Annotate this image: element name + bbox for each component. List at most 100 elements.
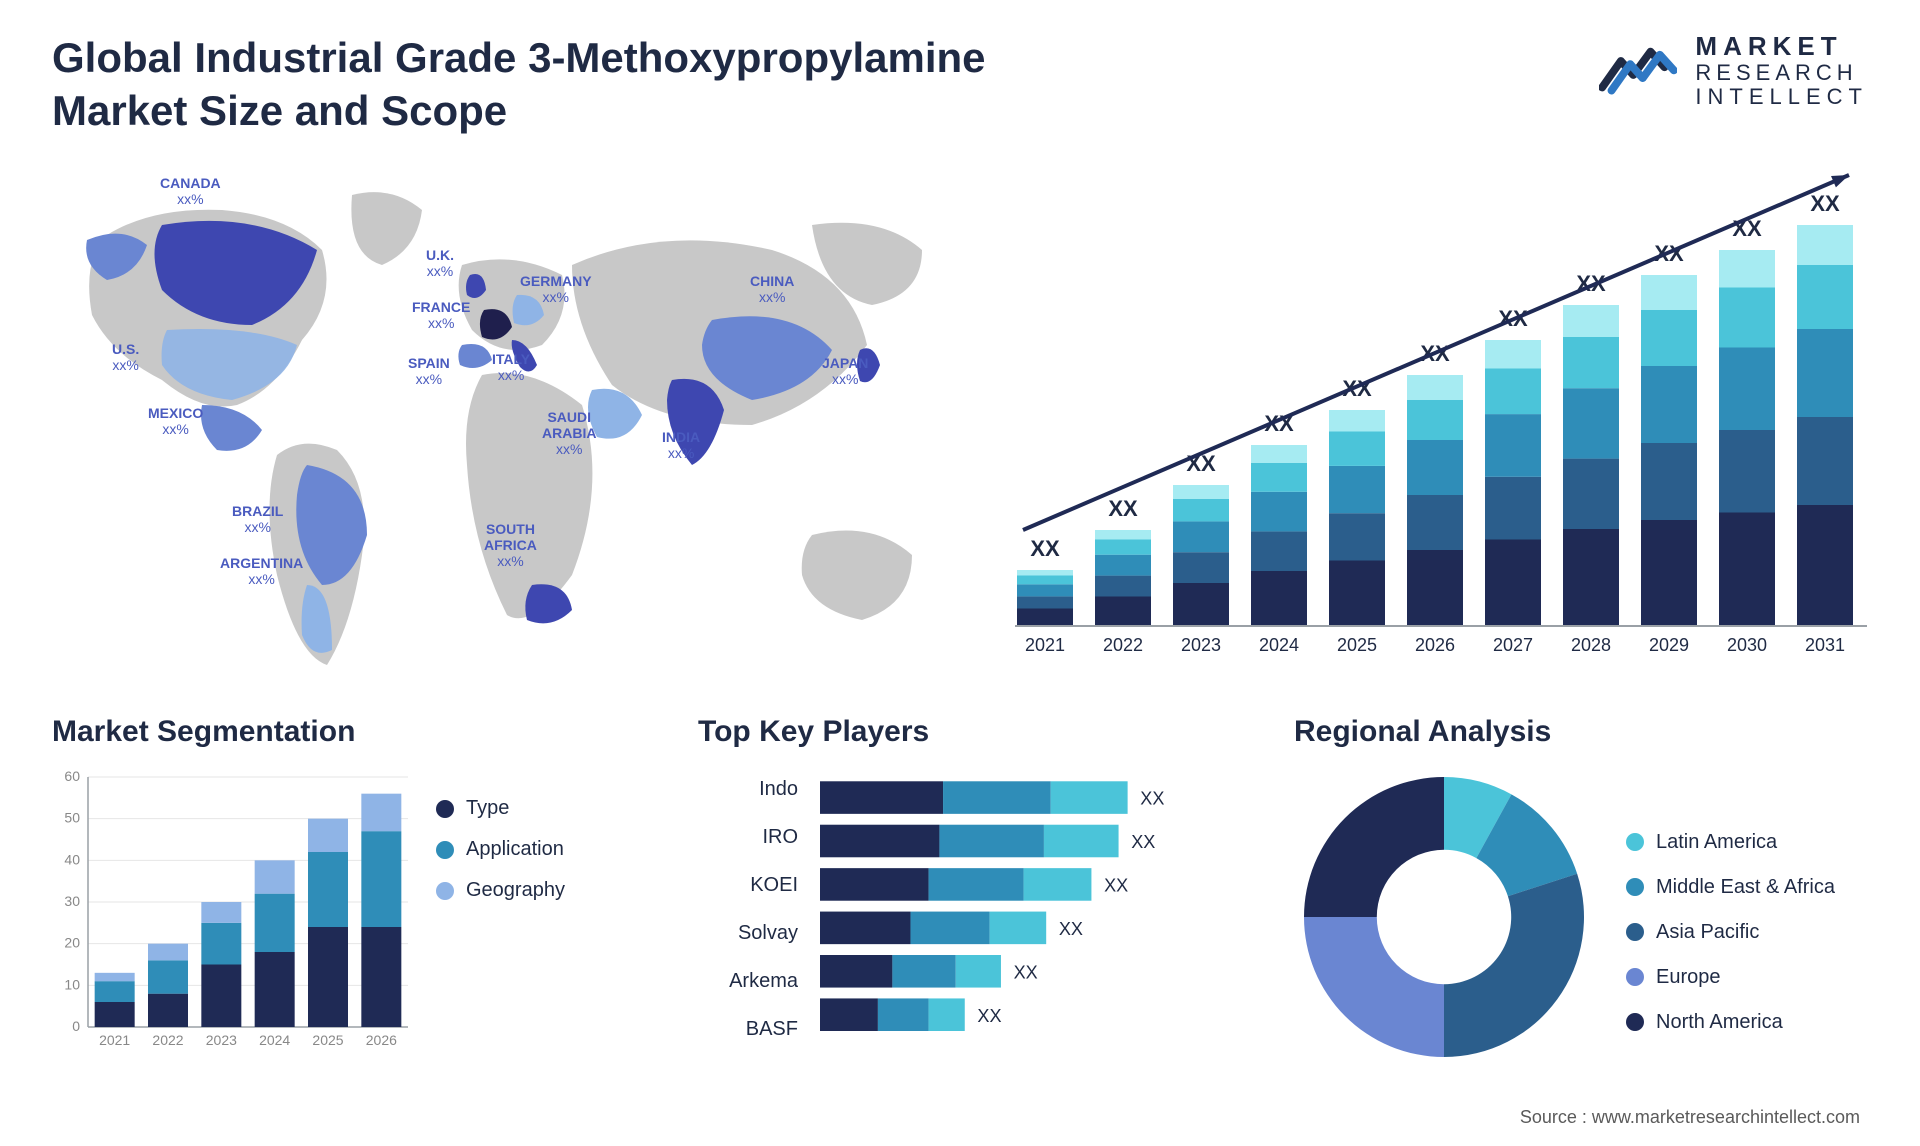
legend-swatch-icon — [1626, 923, 1644, 941]
svg-text:40: 40 — [64, 851, 80, 867]
svg-text:XX: XX — [1108, 496, 1138, 521]
region-legend-item: Middle East & Africa — [1626, 876, 1835, 899]
svg-text:2022: 2022 — [1103, 635, 1143, 655]
source-line: Source : www.marketresearchintellect.com — [1520, 1107, 1860, 1128]
svg-text:10: 10 — [64, 976, 80, 992]
svg-text:XX: XX — [1059, 919, 1083, 939]
map-label-brazil: BRAZILxx% — [232, 503, 283, 535]
legend-label: Type — [466, 797, 509, 820]
legend-label: Application — [466, 838, 564, 861]
region-legend-item: North America — [1626, 1011, 1835, 1034]
legend-swatch-icon — [1626, 878, 1644, 896]
player-name: IRO — [698, 819, 798, 855]
player-name: Indo — [698, 771, 798, 807]
svg-text:60: 60 — [64, 768, 80, 784]
segmentation-panel: Market Segmentation 0 10 20 30 40 50 60 2021 202… — [52, 715, 662, 1067]
bottom-row: Market Segmentation 0 10 20 30 40 50 60 2021 202… — [52, 715, 1868, 1067]
segmentation-chart: 0 10 20 30 40 50 60 2021 2022 2023 2024 2025 2026 — [52, 767, 412, 1057]
map-label-uk: U.K.xx% — [426, 247, 454, 279]
top-row: CANADAxx% U.S.xx% MEXICOxx% BRAZILxx% ARGENT… — [52, 155, 1868, 695]
svg-text:2027: 2027 — [1493, 635, 1533, 655]
map-label-us: U.S.xx% — [112, 341, 139, 373]
svg-text:2031: 2031 — [1805, 635, 1845, 655]
map-label-argentina: ARGENTINAxx% — [220, 555, 303, 587]
growth-chart: XX2021XX2022XX2023XX2024XX2025XX2026XX20… — [997, 155, 1867, 695]
svg-text:XX: XX — [1030, 536, 1060, 561]
growth-svg: XX2021XX2022XX2023XX2024XX2025XX2026XX20… — [997, 155, 1867, 695]
segmentation-legend: Type Application Geography — [436, 767, 565, 1057]
svg-text:50: 50 — [64, 810, 80, 826]
svg-text:2025: 2025 — [1337, 635, 1377, 655]
svg-text:2028: 2028 — [1571, 635, 1611, 655]
svg-text:0: 0 — [72, 1018, 80, 1034]
brand-line3: INTELLECT — [1695, 85, 1868, 109]
map-label-mexico: MEXICOxx% — [148, 405, 203, 437]
legend-swatch-icon — [436, 882, 454, 900]
legend-swatch-icon — [1626, 968, 1644, 986]
legend-swatch-icon — [436, 841, 454, 859]
map-label-japan: JAPANxx% — [822, 355, 868, 387]
map-label-canada: CANADAxx% — [160, 175, 221, 207]
map-label-germany: GERMANYxx% — [520, 273, 592, 305]
player-name: Arkema — [698, 963, 798, 999]
svg-text:XX: XX — [1014, 962, 1038, 982]
seg-legend-geography: Geography — [436, 879, 565, 902]
player-names: IndoIROKOEISolvayArkemaBASF — [698, 767, 798, 1047]
regional-donut — [1294, 767, 1594, 1067]
svg-text:2022: 2022 — [152, 1032, 183, 1048]
svg-text:30: 30 — [64, 893, 80, 909]
page-title: Global Industrial Grade 3-Methoxypropyla… — [52, 32, 1072, 137]
svg-text:2029: 2029 — [1649, 635, 1689, 655]
brand-text: MARKET RESEARCH INTELLECT — [1695, 32, 1868, 109]
map-label-china: CHINAxx% — [750, 273, 794, 305]
legend-swatch-icon — [1626, 1013, 1644, 1031]
brand-mark-icon — [1599, 38, 1677, 103]
brand-line1: MARKET — [1695, 32, 1868, 61]
segmentation-title: Market Segmentation — [52, 715, 662, 749]
legend-label: Latin America — [1656, 831, 1777, 854]
map-label-italy: ITALYxx% — [492, 351, 530, 383]
svg-text:XX: XX — [977, 1006, 1001, 1026]
region-legend-item: Latin America — [1626, 831, 1835, 854]
legend-label: Europe — [1656, 966, 1721, 989]
region-legend-item: Asia Pacific — [1626, 921, 1835, 944]
svg-text:2021: 2021 — [99, 1032, 130, 1048]
legend-swatch-icon — [436, 800, 454, 818]
map-label-spain: SPAINxx% — [408, 355, 450, 387]
regional-legend: Latin America Middle East & Africa Asia Pa… — [1626, 801, 1835, 1034]
players-title: Top Key Players — [698, 715, 1258, 749]
svg-text:2030: 2030 — [1727, 635, 1767, 655]
legend-swatch-icon — [1626, 833, 1644, 851]
svg-text:2025: 2025 — [312, 1032, 343, 1048]
svg-text:20: 20 — [64, 935, 80, 951]
player-name: KOEI — [698, 867, 798, 903]
regional-title: Regional Analysis — [1294, 715, 1868, 749]
regional-panel: Regional Analysis Latin America Middle Ea… — [1294, 715, 1868, 1067]
brand-line2: RESEARCH — [1695, 61, 1868, 85]
svg-text:XX: XX — [1140, 789, 1164, 809]
svg-text:2023: 2023 — [1181, 635, 1221, 655]
svg-text:2023: 2023 — [206, 1032, 237, 1048]
svg-text:2021: 2021 — [1025, 635, 1065, 655]
svg-text:2024: 2024 — [1259, 635, 1299, 655]
seg-legend-type: Type — [436, 797, 565, 820]
legend-label: Middle East & Africa — [1656, 876, 1835, 899]
map-label-saudi: SAUDIARABIAxx% — [542, 409, 596, 457]
players-panel: Top Key Players IndoIROKOEISolvayArkemaB… — [698, 715, 1258, 1067]
players-chart: XXXXXXXXXXXX — [820, 767, 1200, 1067]
map-label-safrica: SOUTHAFRICAxx% — [484, 521, 537, 569]
brand-logo: MARKET RESEARCH INTELLECT — [1599, 32, 1868, 109]
legend-label: Asia Pacific — [1656, 921, 1759, 944]
svg-text:XX: XX — [1104, 876, 1128, 896]
svg-text:2026: 2026 — [1415, 635, 1455, 655]
map-label-india: INDIAxx% — [662, 429, 700, 461]
region-legend-item: Europe — [1626, 966, 1835, 989]
svg-text:XX: XX — [1810, 191, 1840, 216]
map-label-france: FRANCExx% — [412, 299, 470, 331]
svg-text:2026: 2026 — [366, 1032, 397, 1048]
legend-label: Geography — [466, 879, 565, 902]
header: Global Industrial Grade 3-Methoxypropyla… — [52, 32, 1868, 137]
legend-label: North America — [1656, 1011, 1783, 1034]
svg-text:2024: 2024 — [259, 1032, 290, 1048]
player-name: BASF — [698, 1011, 798, 1047]
